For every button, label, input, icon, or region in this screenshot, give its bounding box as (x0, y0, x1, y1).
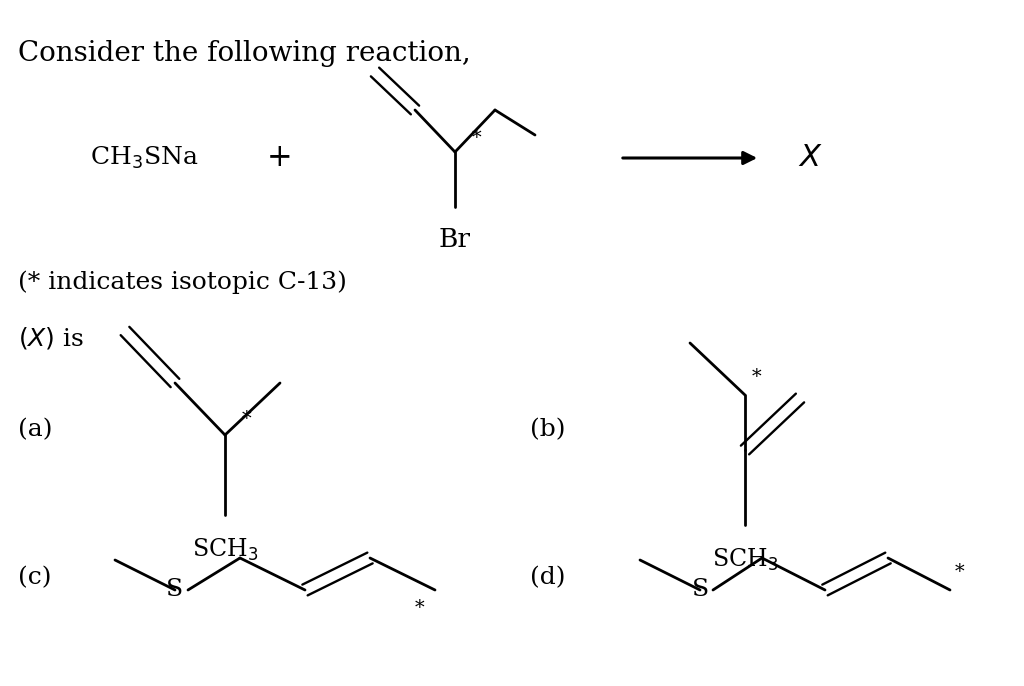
Text: (b): (b) (530, 418, 565, 442)
Text: Consider the following reaction,: Consider the following reaction, (18, 40, 471, 67)
Text: *: * (955, 563, 965, 581)
Text: SCH$_3$: SCH$_3$ (191, 537, 258, 563)
Text: SCH$_3$: SCH$_3$ (712, 547, 778, 573)
Text: (a): (a) (18, 418, 52, 442)
Text: *: * (472, 129, 482, 147)
Text: Br: Br (439, 227, 471, 252)
Text: CH$_3$SNa: CH$_3$SNa (90, 145, 199, 171)
Text: (c): (c) (18, 567, 51, 589)
Text: +: + (267, 143, 293, 174)
Text: S: S (166, 578, 183, 602)
Text: S: S (691, 578, 709, 602)
Text: $(X)$ is: $(X)$ is (18, 325, 84, 351)
Text: *: * (243, 410, 252, 428)
Text: (d): (d) (530, 567, 565, 589)
Text: *: * (753, 368, 762, 386)
Text: (* indicates isotopic C-13): (* indicates isotopic C-13) (18, 270, 347, 294)
Text: *: * (415, 599, 425, 617)
Text: $X$: $X$ (798, 143, 822, 174)
